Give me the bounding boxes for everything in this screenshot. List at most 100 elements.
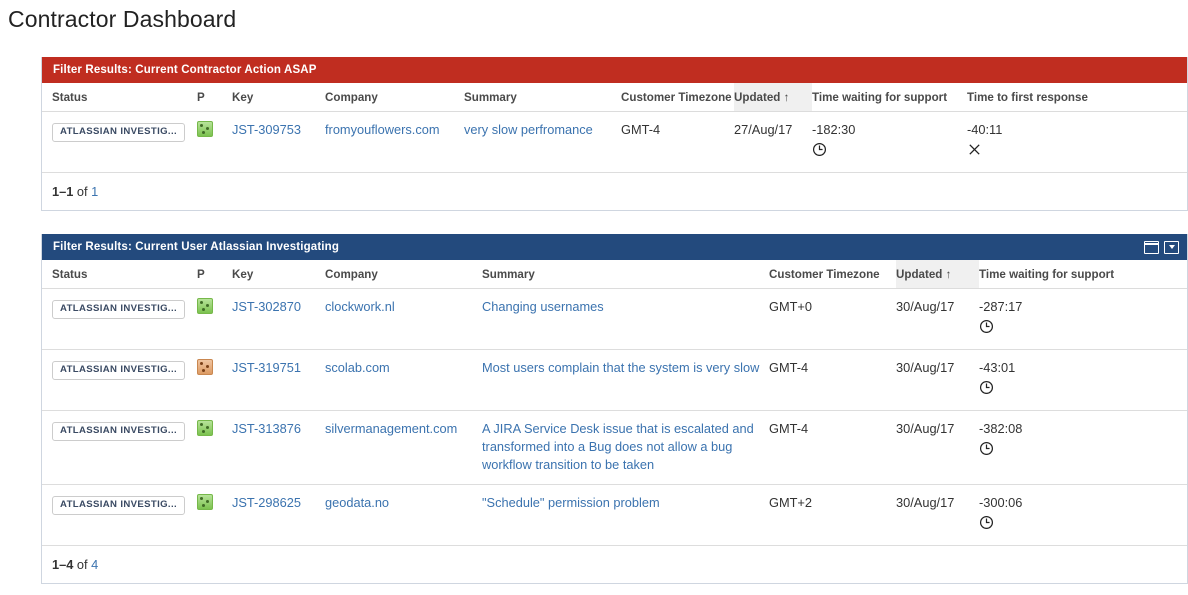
cell-key: JST-319751: [232, 349, 325, 411]
pagination-of: of: [76, 557, 88, 572]
col-header-time-to-first-response[interactable]: Time to first response: [967, 83, 1187, 112]
cell-time-waiting-for-support: -287:17: [979, 288, 1187, 350]
summary-link[interactable]: very slow perfromance: [464, 122, 593, 137]
cell-priority: [197, 410, 232, 485]
status-badge[interactable]: ATLASSIAN INVESTIG...: [52, 123, 185, 142]
summary-link[interactable]: "Schedule" permission problem: [482, 495, 660, 510]
company-link[interactable]: scolab.com: [325, 360, 390, 375]
table-row: ATLASSIAN INVESTIG... JST-319751 scolab.…: [42, 349, 1187, 411]
cell-summary: very slow perfromance: [464, 111, 621, 173]
cell-company: geodata.no: [325, 484, 482, 546]
issues-table-2: Status P Key Company Summary Customer Ti…: [42, 260, 1187, 546]
cell-company: silvermanagement.com: [325, 410, 482, 485]
cell-company: scolab.com: [325, 349, 482, 411]
pagination-range: 1–4: [52, 557, 74, 572]
cell-time-waiting-for-support: -382:08: [979, 410, 1187, 485]
cell-priority: [197, 484, 232, 546]
col-header-updated[interactable]: Updated ↑: [734, 83, 812, 112]
gadget-header-blue[interactable]: Filter Results: Current User Atlassian I…: [42, 234, 1187, 260]
company-link[interactable]: clockwork.nl: [325, 299, 395, 314]
cell-customer-timezone: GMT+2: [769, 484, 896, 546]
cell-updated: 30/Aug/17: [896, 484, 979, 546]
col-header-customer-timezone[interactable]: Customer Timezone: [621, 83, 734, 112]
priority-minor-icon: [197, 494, 213, 510]
cell-status: ATLASSIAN INVESTIG...: [42, 111, 197, 173]
cell-priority: [197, 288, 232, 350]
summary-link[interactable]: Most users complain that the system is v…: [482, 360, 760, 375]
clock-icon: [979, 441, 1181, 461]
col-header-key[interactable]: Key: [232, 260, 325, 289]
cell-summary: A JIRA Service Desk issue that is escala…: [482, 410, 769, 485]
col-header-priority[interactable]: P: [197, 83, 232, 112]
cell-customer-timezone: GMT-4: [769, 410, 896, 485]
cell-status: ATLASSIAN INVESTIG...: [42, 410, 197, 485]
issue-key-link[interactable]: JST-302870: [232, 299, 302, 314]
gadget-current-user-atlassian-investigating: Filter Results: Current User Atlassian I…: [41, 234, 1188, 584]
status-badge[interactable]: ATLASSIAN INVESTIG...: [52, 361, 185, 380]
col-header-company[interactable]: Company: [325, 260, 482, 289]
cell-priority: [197, 349, 232, 411]
priority-minor-icon: [197, 420, 213, 436]
status-badge[interactable]: ATLASSIAN INVESTIG...: [52, 496, 185, 515]
company-link[interactable]: silvermanagement.com: [325, 421, 458, 436]
company-link[interactable]: geodata.no: [325, 495, 390, 510]
issue-key-link[interactable]: JST-298625: [232, 495, 302, 510]
gadget-current-contractor-action-asap: Filter Results: Current Contractor Actio…: [41, 57, 1188, 211]
pagination-count[interactable]: 1: [91, 184, 99, 199]
cell-time-waiting-for-support: -43:01: [979, 349, 1187, 411]
cell-time-to-first-response: -40:11: [967, 111, 1187, 173]
sla-value: -287:17: [979, 299, 1023, 314]
sla-value: -300:06: [979, 495, 1023, 510]
cell-updated: 27/Aug/17: [734, 111, 812, 173]
pagination-2: 1–4 of 4: [42, 546, 1187, 583]
cell-time-waiting-for-support: -300:06: [979, 484, 1187, 546]
col-header-time-waiting-for-support[interactable]: Time waiting for support: [979, 260, 1187, 289]
minimize-icon[interactable]: [1144, 240, 1159, 254]
cell-key: JST-298625: [232, 484, 325, 546]
dropdown-icon[interactable]: [1164, 240, 1179, 254]
cell-company: fromyouflowers.com: [325, 111, 464, 173]
col-header-status[interactable]: Status: [42, 83, 197, 112]
status-badge[interactable]: ATLASSIAN INVESTIG...: [52, 422, 185, 441]
page-title: Contractor Dashboard: [8, 6, 237, 32]
cell-status: ATLASSIAN INVESTIG...: [42, 484, 197, 546]
pagination-1: 1–1 of 1: [42, 173, 1187, 210]
col-header-time-waiting-for-support[interactable]: Time waiting for support: [812, 83, 967, 112]
sla-value: -43:01: [979, 360, 1016, 375]
cell-status: ATLASSIAN INVESTIG...: [42, 349, 197, 411]
cross-icon: [967, 142, 1181, 162]
sla-value: -382:08: [979, 421, 1023, 436]
summary-link[interactable]: Changing usernames: [482, 299, 604, 314]
issue-key-link[interactable]: JST-309753: [232, 122, 302, 137]
sla-value: -40:11: [967, 122, 1003, 137]
cell-key: JST-309753: [232, 111, 325, 173]
col-header-updated[interactable]: Updated ↑: [896, 260, 979, 289]
sla-value: -182:30: [812, 122, 856, 137]
issue-key-link[interactable]: JST-319751: [232, 360, 302, 375]
pagination-of: of: [76, 184, 88, 199]
status-badge[interactable]: ATLASSIAN INVESTIG...: [52, 300, 185, 319]
gadget-header-controls: [1144, 240, 1179, 254]
col-header-customer-timezone[interactable]: Customer Timezone: [769, 260, 896, 289]
col-header-key[interactable]: Key: [232, 83, 325, 112]
col-header-summary[interactable]: Summary: [464, 83, 621, 112]
col-header-summary[interactable]: Summary: [482, 260, 769, 289]
table-header-row: Status P Key Company Summary Customer Ti…: [42, 260, 1187, 289]
priority-major-icon: [197, 359, 213, 375]
cell-summary: "Schedule" permission problem: [482, 484, 769, 546]
gadget-header-red[interactable]: Filter Results: Current Contractor Actio…: [42, 57, 1187, 83]
table-row: ATLASSIAN INVESTIG... JST-298625 geodata…: [42, 484, 1187, 546]
company-link[interactable]: fromyouflowers.com: [325, 122, 440, 137]
issue-key-link[interactable]: JST-313876: [232, 421, 302, 436]
col-header-status[interactable]: Status: [42, 260, 197, 289]
summary-link[interactable]: A JIRA Service Desk issue that is escala…: [482, 421, 754, 472]
cell-customer-timezone: GMT-4: [769, 349, 896, 411]
clock-icon: [979, 319, 1181, 339]
cell-company: clockwork.nl: [325, 288, 482, 350]
col-header-priority[interactable]: P: [197, 260, 232, 289]
cell-key: JST-302870: [232, 288, 325, 350]
clock-icon: [979, 515, 1181, 535]
col-header-company[interactable]: Company: [325, 83, 464, 112]
pagination-count[interactable]: 4: [91, 557, 99, 572]
